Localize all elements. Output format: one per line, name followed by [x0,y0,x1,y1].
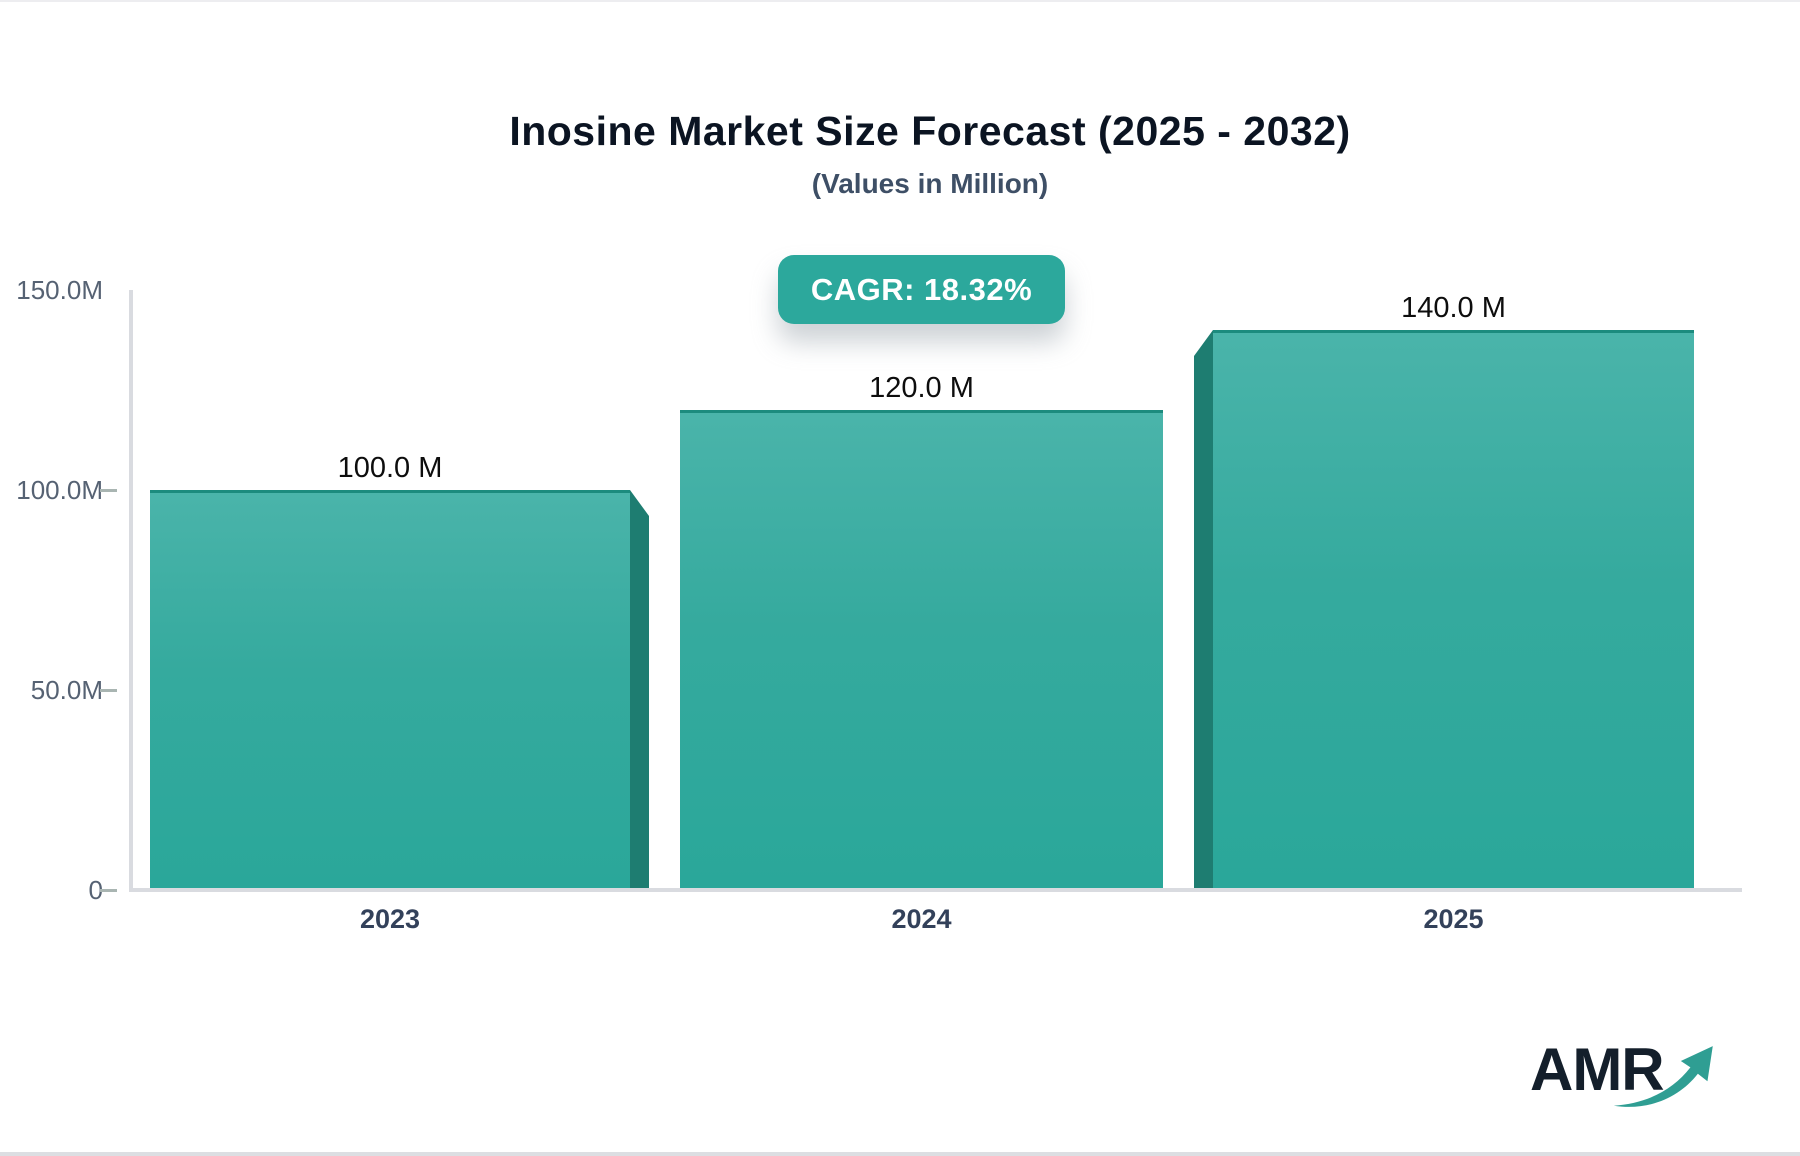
x-axis-category-label: 2024 [891,904,952,934]
y-axis-tick-mark [100,689,117,692]
x-axis-baseline [129,888,1742,892]
growth-arrow-icon [1613,1046,1713,1107]
bar-2025 [1213,330,1694,888]
cagr-badge: CAGR: 18.32% [778,255,1065,324]
x-axis-category-label: 2023 [359,904,421,934]
bar-value-label: 120.0 M [869,372,974,404]
y-axis-tick-label: 150.0M [16,275,103,305]
y-axis-line [129,290,133,892]
bar-2023 [150,490,630,888]
brand-logo: AMR [1520,1032,1740,1122]
bar-3d-side [630,490,649,888]
chart-subtitle: (Values in Million) [811,168,1049,199]
y-axis-tick-mark [100,489,117,492]
y-axis-tick-label: 0 [88,875,103,905]
y-axis-tick-mark [100,889,117,892]
cagr-badge-label: CAGR: 18.32% [810,271,1033,307]
bar-value-label: 140.0 M [1401,292,1506,324]
page-bottom-edge [0,1152,1800,1156]
bar-3d-side [1194,330,1213,888]
chart-title: Inosine Market Size Forecast (2025 - 203… [509,108,1351,154]
bar-value-label: 100.0 M [337,452,443,484]
y-axis-tick-label: 100.0M [16,475,103,505]
brand-logo-text: AMR [1530,1036,1665,1103]
bar-2024 [680,410,1163,888]
x-axis-category-label: 2025 [1423,904,1484,934]
y-axis-tick-label: 50.0M [30,675,103,705]
